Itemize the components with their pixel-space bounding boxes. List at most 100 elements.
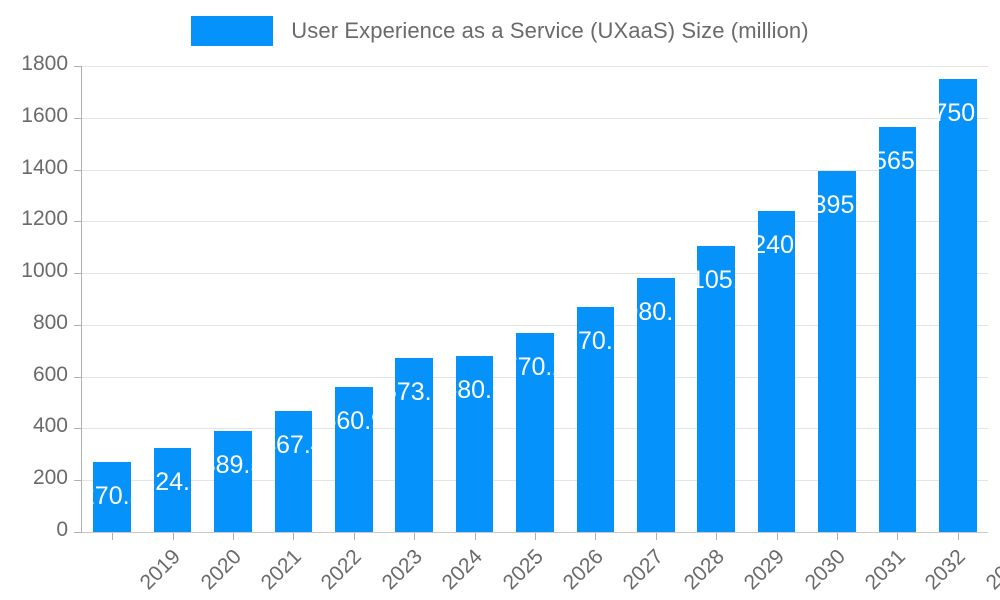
- legend-series-label: User Experience as a Service (UXaaS) Siz…: [291, 18, 809, 43]
- x-axis-tick-mark: [716, 533, 718, 540]
- gridline: [82, 324, 988, 326]
- x-axis-tick-label: 2031: [860, 545, 910, 595]
- gridline: [82, 273, 988, 275]
- bar[interactable]: 389.5: [214, 431, 252, 532]
- x-axis-tick-label: 2023: [377, 545, 427, 595]
- y-axis-tick-mark: [74, 428, 81, 430]
- bar-slot: 770.2: [516, 66, 554, 532]
- x-axis-tick-label: 2021: [256, 545, 306, 595]
- bar[interactable]: 673.1: [395, 357, 433, 532]
- gridline: [82, 532, 988, 533]
- plot-area: 270.5 324.6 389.5 467.4 560.9 673.1 680.8 770.2…: [82, 66, 988, 533]
- y-axis-tick-mark: [74, 221, 81, 223]
- bar[interactable]: 1565.3: [878, 126, 917, 532]
- bar-slot: 1105.3: [697, 66, 735, 532]
- bar-value-label: 870.5: [577, 326, 614, 355]
- bar-slot: 389.5: [214, 66, 252, 532]
- bar[interactable]: 270.5: [93, 461, 131, 532]
- bar-slot: 467.4: [274, 66, 313, 532]
- bar[interactable]: 680.8: [455, 355, 494, 532]
- bar-value-label: 467.4: [275, 431, 312, 459]
- x-axis-tick-label: 2022: [317, 545, 367, 595]
- x-axis-tick-mark: [957, 533, 959, 540]
- y-axis-tick-mark: [74, 169, 81, 171]
- bar-value-label: 1750.1: [939, 98, 976, 127]
- bar[interactable]: 1750.1: [939, 78, 977, 532]
- gridline: [82, 117, 988, 119]
- bar-slot: 980.1: [637, 66, 675, 532]
- bar-slot: 673.1: [395, 66, 433, 532]
- bar[interactable]: 980.1: [637, 278, 675, 532]
- bar-value-label: 1105.3: [697, 265, 734, 294]
- y-axis-tick-mark: [74, 66, 81, 67]
- y-axis-tick-label: 200: [32, 466, 68, 490]
- bar-slot: 560.9: [335, 66, 373, 532]
- bar-value-label: 680.8: [456, 375, 493, 404]
- y-axis-tick-label: 0: [56, 518, 68, 541]
- bar[interactable]: 560.9: [335, 386, 373, 532]
- bar[interactable]: 770.2: [516, 332, 554, 532]
- x-axis-tick-mark: [535, 533, 536, 540]
- x-axis-tick-label: 2032: [921, 545, 971, 595]
- x-axis-tick-label: 2024: [437, 545, 488, 595]
- x-axis-tick-mark: [655, 533, 657, 540]
- bar[interactable]: 1395.4: [818, 170, 856, 532]
- bar[interactable]: 467.4: [274, 411, 313, 532]
- bar-slot: 1565.3: [878, 66, 917, 532]
- bar-slot: 1240.2: [757, 66, 796, 532]
- y-axis-tick-label: 1000: [21, 259, 68, 283]
- bar[interactable]: 1105.3: [697, 245, 735, 532]
- y-axis-tick-label: 400: [32, 414, 68, 438]
- x-axis-tick-label: 2028: [679, 545, 729, 595]
- bar-value-label: 770.2: [516, 352, 553, 381]
- x-axis-tick-mark: [897, 533, 899, 540]
- gridline: [82, 221, 988, 223]
- bar-value-label: 389.5: [214, 451, 251, 480]
- bar[interactable]: 1240.2: [757, 210, 796, 532]
- y-axis-tick-label: 1600: [21, 103, 68, 127]
- bar-value-label: 673.1: [395, 377, 432, 406]
- y-axis-tick-label: 1800: [21, 52, 68, 75]
- x-axis-tick-label: 2026: [558, 545, 608, 595]
- bar-slot: 1750.1: [939, 66, 977, 532]
- x-axis-tick-mark: [414, 533, 416, 540]
- y-axis-tick-label: 600: [32, 362, 68, 386]
- bar-slot: 324.6: [153, 66, 192, 532]
- y-axis-tick-mark: [74, 480, 81, 482]
- y-axis-tick-label: 1200: [21, 207, 68, 231]
- bar-value-label: 324.6: [154, 467, 191, 496]
- x-axis-tick-label: 2019: [135, 545, 186, 595]
- y-axis-tick-label: 800: [32, 310, 68, 334]
- x-axis-tick-mark: [353, 533, 355, 540]
- y-axis-line: [81, 66, 82, 533]
- y-axis-tick-mark: [74, 532, 81, 533]
- x-axis-tick-label: 2029: [739, 545, 790, 595]
- bar[interactable]: 870.5: [576, 306, 615, 532]
- gridline: [82, 169, 988, 171]
- y-axis-tick-mark: [74, 273, 81, 275]
- x-axis-tick-mark: [172, 533, 174, 540]
- bar-slot: 680.8: [455, 66, 494, 532]
- x-axis-tick-mark: [776, 533, 778, 540]
- x-axis-tick-mark: [293, 533, 295, 540]
- bar-value-label: 270.5: [93, 481, 130, 510]
- bar-value-label: 980.1: [637, 298, 674, 327]
- bar[interactable]: 324.6: [153, 447, 192, 532]
- bar-value-label: 560.9: [335, 406, 372, 435]
- bar-value-label: 1565.3: [878, 146, 916, 175]
- bar-slot: 1395.4: [818, 66, 856, 532]
- y-axis-tick-label: 1400: [21, 155, 68, 179]
- bar-value-label: 1395.4: [818, 190, 855, 219]
- y-axis-tick-mark: [74, 117, 81, 119]
- x-axis-tick-mark: [474, 533, 476, 540]
- chart-legend[interactable]: User Experience as a Service (UXaaS) Siz…: [0, 12, 1000, 50]
- x-axis-tick-label: 2033: [981, 545, 1000, 595]
- x-axis-tick-mark: [837, 533, 838, 540]
- bar-slot: 270.5: [93, 66, 131, 532]
- x-axis-tick-mark: [233, 533, 234, 540]
- bar-value-label: 1240.2: [757, 230, 795, 259]
- gridline: [82, 66, 988, 67]
- x-axis-tick-mark: [595, 533, 597, 540]
- x-axis-tick-label: 2020: [196, 545, 246, 595]
